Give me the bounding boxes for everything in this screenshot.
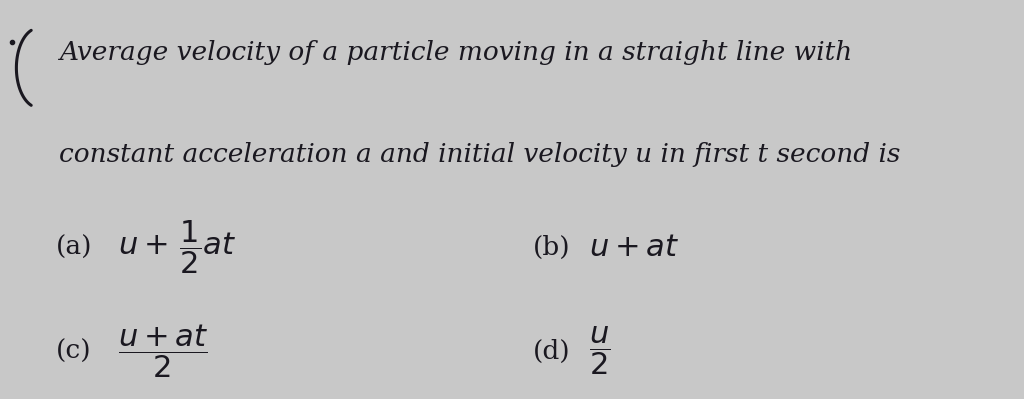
Text: constant acceleration a and initial velocity u in first t second is: constant acceleration a and initial velo… <box>59 142 901 167</box>
Text: Average velocity of a particle moving in a straight line with: Average velocity of a particle moving in… <box>59 40 853 65</box>
Text: $\dfrac{u}{2}$: $\dfrac{u}{2}$ <box>589 325 610 377</box>
Text: (a): (a) <box>56 235 93 260</box>
Text: $u + at$: $u + at$ <box>589 232 679 263</box>
Text: (d): (d) <box>532 339 570 363</box>
Text: (b): (b) <box>532 235 570 260</box>
Text: $u +\,\dfrac{1}{2}at$: $u +\,\dfrac{1}{2}at$ <box>118 219 237 276</box>
Text: $\dfrac{u + at}{2}$: $\dfrac{u + at}{2}$ <box>118 322 208 380</box>
Text: (c): (c) <box>56 339 92 363</box>
